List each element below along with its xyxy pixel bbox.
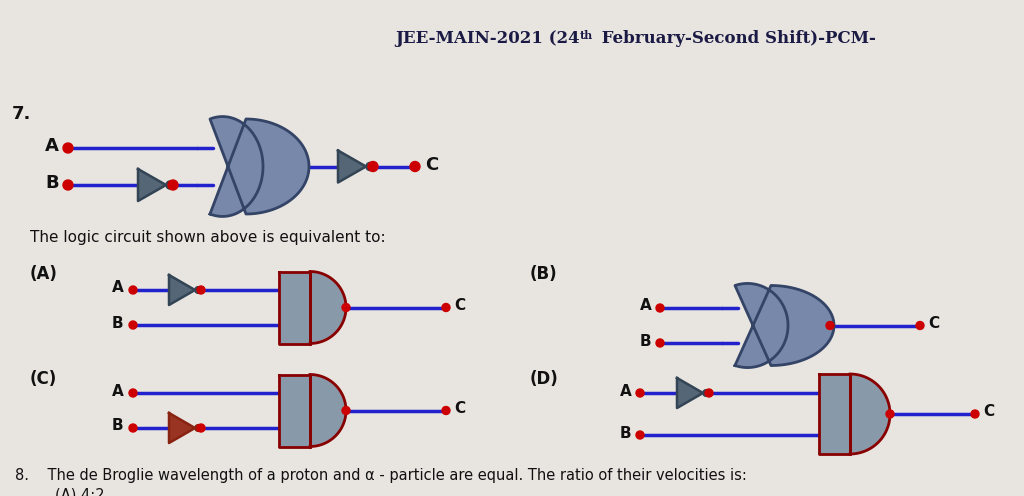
Text: A: A: [620, 383, 632, 398]
Circle shape: [129, 424, 137, 432]
Text: 8.    The de Broglie wavelength of a proton and α - particle are equal. The rati: 8. The de Broglie wavelength of a proton…: [15, 468, 746, 483]
Text: A: A: [112, 281, 124, 296]
Circle shape: [636, 389, 644, 397]
Circle shape: [367, 163, 374, 170]
Text: B: B: [620, 426, 632, 440]
Circle shape: [442, 304, 450, 311]
Text: A: A: [45, 137, 58, 155]
Circle shape: [197, 286, 205, 294]
Text: A: A: [640, 299, 651, 313]
Circle shape: [129, 286, 137, 294]
Polygon shape: [677, 378, 703, 408]
Circle shape: [63, 180, 73, 190]
Circle shape: [971, 410, 979, 418]
Text: B: B: [112, 419, 124, 434]
Circle shape: [916, 321, 924, 329]
Text: th: th: [580, 30, 593, 41]
Text: February-Second Shift)-PCM-: February-Second Shift)-PCM-: [596, 30, 876, 47]
Circle shape: [705, 389, 713, 397]
Circle shape: [342, 407, 350, 415]
Polygon shape: [279, 374, 310, 446]
Polygon shape: [279, 271, 310, 344]
Polygon shape: [310, 374, 346, 446]
Circle shape: [342, 304, 350, 311]
Text: C: C: [928, 316, 939, 331]
Polygon shape: [735, 283, 834, 368]
Circle shape: [129, 321, 137, 329]
Text: (A) 4:2: (A) 4:2: [55, 488, 104, 496]
Text: A: A: [112, 383, 124, 398]
Circle shape: [196, 287, 201, 293]
Text: C: C: [454, 401, 465, 416]
Text: C: C: [425, 156, 438, 174]
Text: (D): (D): [530, 370, 559, 388]
Text: (C): (C): [30, 370, 57, 388]
Text: 7.: 7.: [12, 105, 32, 123]
Circle shape: [368, 162, 378, 172]
Polygon shape: [138, 169, 166, 201]
Circle shape: [129, 389, 137, 397]
Circle shape: [410, 162, 420, 172]
Polygon shape: [169, 413, 195, 443]
Text: B: B: [640, 333, 651, 349]
Circle shape: [197, 424, 205, 432]
Text: (A): (A): [30, 265, 58, 283]
Circle shape: [656, 304, 664, 312]
Circle shape: [168, 180, 178, 190]
Circle shape: [636, 431, 644, 439]
Text: JEE-MAIN-2021 (24: JEE-MAIN-2021 (24: [395, 30, 580, 47]
Polygon shape: [850, 374, 890, 454]
Text: C: C: [454, 298, 465, 313]
Polygon shape: [310, 271, 346, 344]
Circle shape: [196, 425, 201, 431]
Circle shape: [703, 390, 709, 396]
Circle shape: [63, 143, 73, 153]
Circle shape: [826, 321, 834, 329]
Text: B: B: [112, 315, 124, 330]
Polygon shape: [338, 150, 366, 183]
Text: The logic circuit shown above is equivalent to:: The logic circuit shown above is equival…: [30, 230, 386, 245]
Polygon shape: [210, 117, 309, 216]
Text: C: C: [983, 405, 994, 420]
Circle shape: [442, 407, 450, 415]
Polygon shape: [169, 275, 195, 305]
Circle shape: [167, 182, 173, 188]
Circle shape: [656, 339, 664, 347]
Text: (B): (B): [530, 265, 558, 283]
Text: B: B: [45, 174, 58, 192]
Circle shape: [886, 410, 894, 418]
Polygon shape: [819, 374, 850, 454]
